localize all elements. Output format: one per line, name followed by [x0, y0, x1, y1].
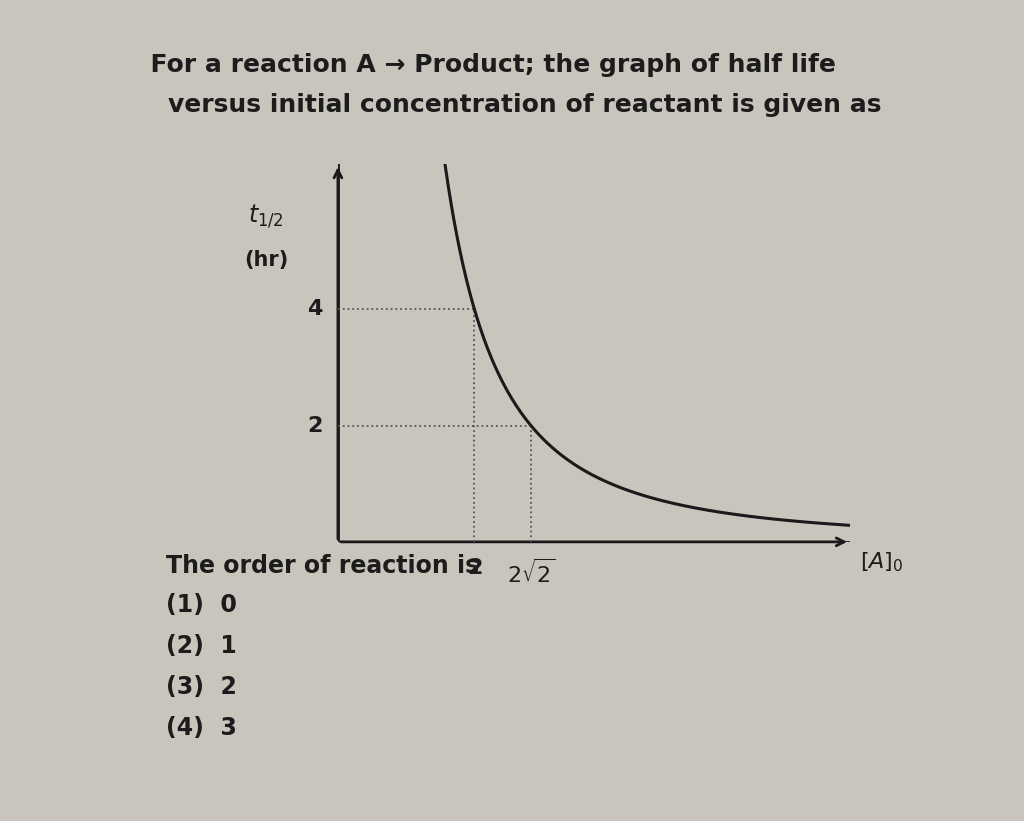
- Text: $t_{1/2}$: $t_{1/2}$: [249, 203, 284, 230]
- Text: (2)  1: (2) 1: [133, 634, 237, 658]
- Text: $[A]_0$: $[A]_0$: [860, 550, 904, 574]
- Text: (hr): (hr): [244, 250, 289, 270]
- Text: 2: 2: [307, 415, 323, 436]
- Text: (1)  0: (1) 0: [133, 593, 237, 617]
- Text: $2\sqrt{2}$: $2\sqrt{2}$: [507, 558, 555, 586]
- Text: versus initial concentration of reactant is given as: versus initial concentration of reactant…: [133, 93, 882, 117]
- Text: 2: 2: [467, 558, 482, 578]
- Text: For a reaction A → Product; the graph of half life: For a reaction A → Product; the graph of…: [133, 53, 836, 77]
- Text: 4: 4: [307, 300, 323, 319]
- Text: (3)  2: (3) 2: [133, 675, 237, 699]
- Text: (4)  3: (4) 3: [133, 716, 237, 740]
- Text: The order of reaction is: The order of reaction is: [133, 554, 479, 578]
